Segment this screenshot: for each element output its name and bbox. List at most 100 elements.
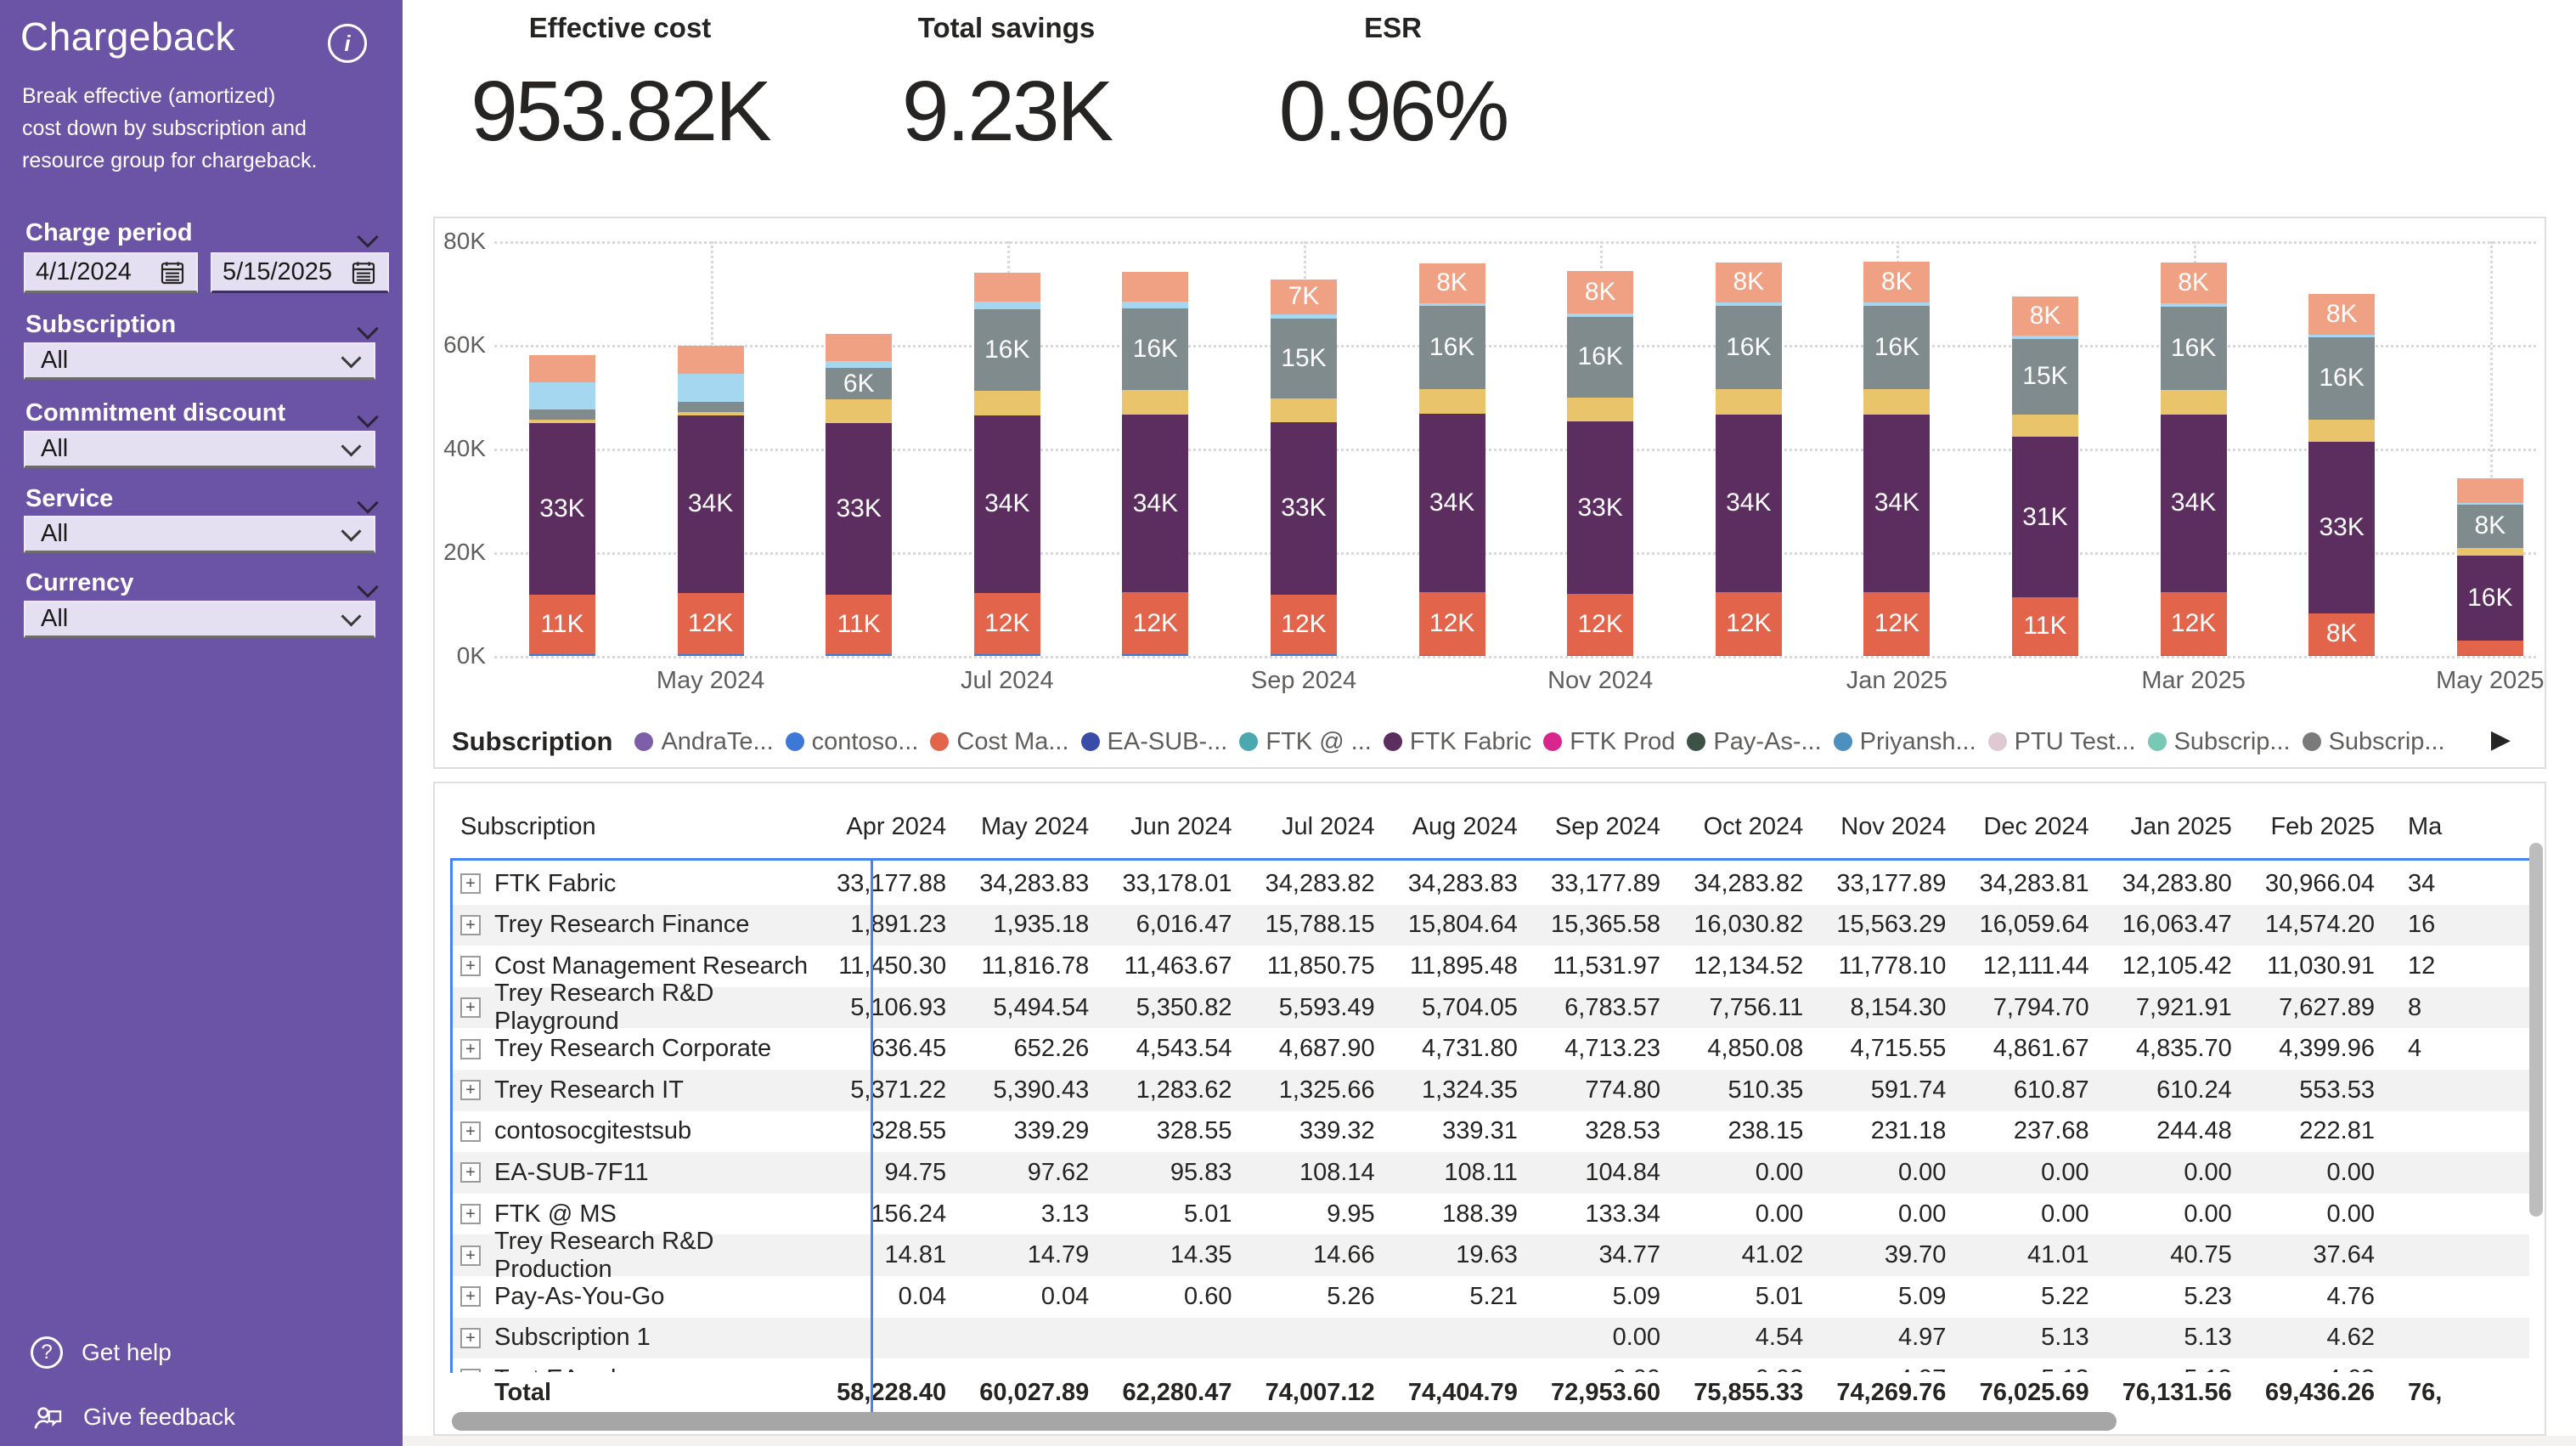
bar-segment[interactable]: 8K <box>1418 263 1485 303</box>
legend-item[interactable]: FTK Prod <box>1543 728 1675 756</box>
bar-segment[interactable]: 12K <box>2160 591 2227 655</box>
horizontal-scrollbar[interactable] <box>452 1412 2117 1431</box>
bar-segment[interactable] <box>2456 477 2523 504</box>
bar-segment[interactable]: 8K <box>1715 262 1782 303</box>
expand-icon[interactable]: + <box>460 1038 481 1059</box>
bar-segment[interactable] <box>1271 314 1337 319</box>
row-label-cell[interactable]: + Subscription 1 <box>450 1324 814 1352</box>
bar-segment[interactable] <box>2308 334 2376 337</box>
calendar-icon[interactable] <box>159 259 186 286</box>
legend-item[interactable]: Subscrip... <box>2302 728 2445 756</box>
row-label-cell[interactable]: + contosocgitestsub <box>450 1117 814 1145</box>
bar-segment[interactable]: 11K <box>826 595 893 654</box>
bar-segment[interactable] <box>973 390 1040 415</box>
bar-segment[interactable]: 12K <box>1271 594 1337 654</box>
end-date-input[interactable]: 5/15/2025 <box>211 252 389 293</box>
legend-item[interactable]: contoso... <box>785 728 918 756</box>
service-dropdown[interactable]: All <box>24 516 375 553</box>
bar-segment[interactable] <box>2160 390 2227 415</box>
bar-segment[interactable]: 7K <box>1271 279 1337 315</box>
row-label-cell[interactable]: + Trey Research IT <box>450 1076 814 1104</box>
bar-segment[interactable] <box>1122 272 1189 302</box>
bar-segment[interactable]: 33K <box>529 422 595 596</box>
expand-icon[interactable]: + <box>460 873 481 895</box>
expand-icon[interactable]: + <box>460 1121 481 1142</box>
bar-segment[interactable]: 16K <box>2308 336 2376 420</box>
bar-segment[interactable]: 31K <box>2012 437 2078 598</box>
bar-segment[interactable] <box>1122 390 1189 415</box>
bar-segment[interactable] <box>2456 641 2523 656</box>
row-label-cell[interactable]: + Trey Research R&D Playground <box>450 980 814 1036</box>
calendar-icon[interactable] <box>350 259 377 286</box>
bar-segment[interactable] <box>677 374 744 402</box>
bar-segment[interactable]: 12K <box>1863 591 1931 655</box>
bar-segment[interactable]: 8K <box>1567 271 1634 314</box>
chevron-down-icon[interactable] <box>357 492 379 514</box>
bar-segment[interactable] <box>529 355 595 382</box>
bar-segment[interactable]: 34K <box>1863 414 1931 592</box>
bar-segment[interactable]: 33K <box>1271 422 1337 595</box>
bar-segment[interactable] <box>677 411 744 415</box>
bar-segment[interactable] <box>973 273 1040 302</box>
legend-item[interactable]: Subscrip... <box>2147 728 2291 756</box>
bar-segment[interactable] <box>1715 302 1782 306</box>
bar-segment[interactable] <box>1567 397 1634 422</box>
bar-segment[interactable] <box>1271 398 1337 423</box>
bar-segment[interactable]: 16K <box>1418 306 1485 389</box>
bar-segment[interactable]: 34K <box>973 415 1040 593</box>
give-feedback-link[interactable]: Give feedback <box>31 1400 235 1434</box>
expand-icon[interactable]: + <box>460 1080 481 1101</box>
bar-segment[interactable] <box>1271 653 1337 656</box>
bar-segment[interactable]: 16K <box>2456 556 2523 641</box>
bar-segment[interactable]: 33K <box>826 422 893 596</box>
legend-item[interactable]: Priyansh... <box>1833 728 1976 756</box>
vertical-scrollbar[interactable] <box>2529 843 2543 1217</box>
legend-item[interactable]: PTU Test... <box>1987 728 2136 756</box>
bar-segment[interactable] <box>2456 503 2523 505</box>
bar-segment[interactable]: 12K <box>1715 591 1782 655</box>
bar-segment[interactable] <box>677 345 744 375</box>
bar-segment[interactable]: 8K <box>1863 262 1931 303</box>
expand-icon[interactable]: + <box>460 1245 481 1266</box>
legend-item[interactable]: AndraTe... <box>634 728 774 756</box>
bar-segment[interactable]: 34K <box>677 415 744 593</box>
bar-segment[interactable]: 12K <box>1418 591 1485 655</box>
bar-segment[interactable] <box>677 653 744 656</box>
bar-segment[interactable]: 8K <box>2308 293 2376 335</box>
row-label-cell[interactable]: + Pay-As-You-Go <box>450 1283 814 1311</box>
expand-icon[interactable]: + <box>460 997 481 1019</box>
bar-segment[interactable] <box>677 401 744 412</box>
bar-segment[interactable] <box>826 398 893 423</box>
bar-segment[interactable]: 16K <box>1863 306 1931 390</box>
bar-segment[interactable]: 12K <box>1567 593 1634 655</box>
legend-item[interactable]: EA-SUB-... <box>1080 728 1227 756</box>
subscription-dropdown[interactable]: All <box>24 342 375 380</box>
bar-segment[interactable] <box>529 419 595 423</box>
row-label-cell[interactable]: + Trey Research Finance <box>450 911 814 939</box>
bar-segment[interactable]: 34K <box>1715 414 1782 592</box>
bar-segment[interactable]: 8K <box>2160 262 2227 304</box>
row-label-cell[interactable]: + Cost Management Research <box>450 952 814 980</box>
bar-segment[interactable]: 16K <box>1567 316 1634 398</box>
bar-segment[interactable] <box>529 410 595 420</box>
legend-item[interactable]: Cost Ma... <box>930 728 1069 756</box>
bar-segment[interactable]: 12K <box>677 592 744 654</box>
bar-segment[interactable]: 34K <box>2160 414 2227 592</box>
row-label-cell[interactable]: + FTK Fabric <box>450 870 814 898</box>
bar-segment[interactable]: 16K <box>2160 307 2227 391</box>
bar-segment[interactable] <box>2012 336 2078 339</box>
chevron-down-icon[interactable] <box>357 406 379 428</box>
bar-segment[interactable] <box>2308 419 2376 442</box>
expand-icon[interactable]: + <box>460 1369 481 1373</box>
chevron-down-icon[interactable] <box>357 226 379 248</box>
legend-item[interactable]: FTK @ ... <box>1239 728 1372 756</box>
bar-segment[interactable] <box>2456 655 2523 656</box>
bar-segment[interactable]: 16K <box>1122 308 1189 391</box>
bar-segment[interactable]: 8K <box>2456 504 2523 549</box>
row-label-cell[interactable]: + EA-SUB-7F11 <box>450 1159 814 1187</box>
bar-segment[interactable]: 8K <box>2012 296 2078 336</box>
row-label-cell[interactable]: + Trey Research Corporate <box>450 1035 814 1063</box>
bar-segment[interactable] <box>529 653 595 656</box>
bar-segment[interactable] <box>2160 654 2227 656</box>
expand-icon[interactable]: + <box>460 1162 481 1183</box>
